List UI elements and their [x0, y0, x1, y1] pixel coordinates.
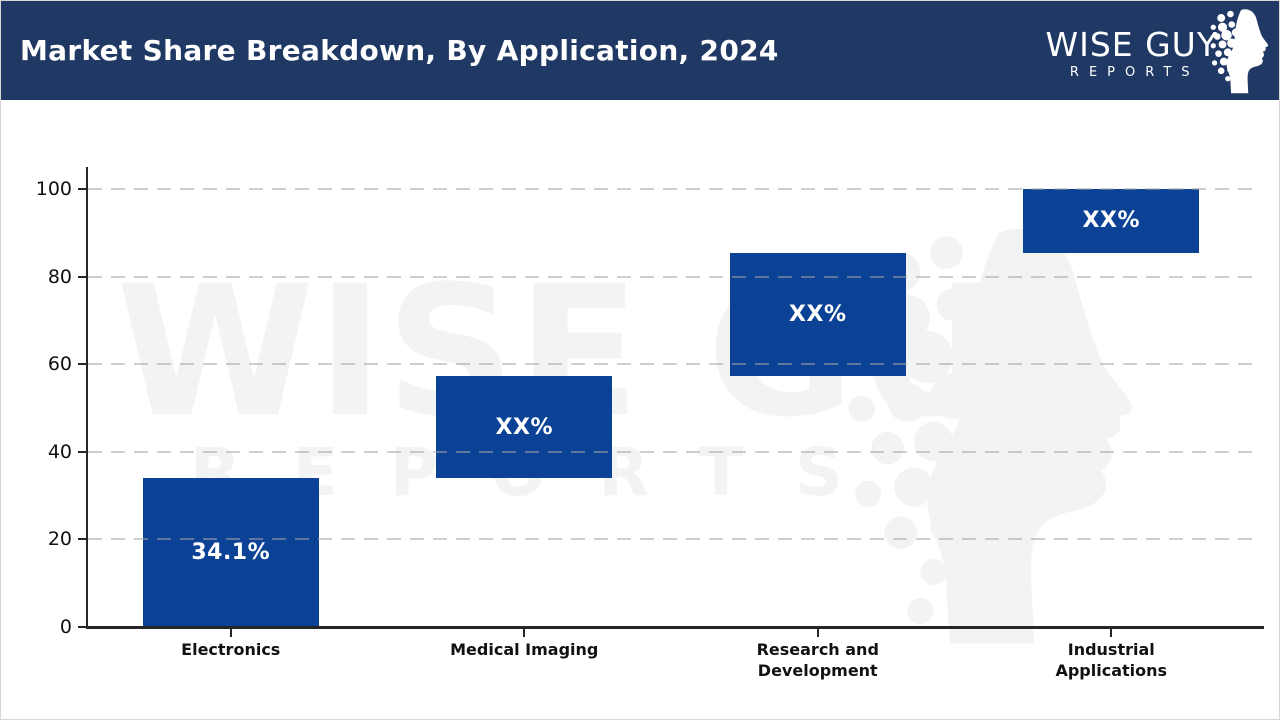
gridline-60	[88, 363, 1260, 366]
y-tick-mark-100	[78, 188, 86, 190]
bar-electronics: 34.1%	[142, 477, 319, 627]
y-tick-label-100: 100	[35, 178, 72, 200]
y-tick-label-0: 0	[59, 616, 72, 638]
y-tick-label-20: 20	[47, 528, 72, 551]
y-tick-label-40: 40	[47, 440, 72, 463]
x-tick-mark-electronics	[229, 629, 232, 637]
category-label-medical-imaging: Medical Imaging	[450, 640, 599, 659]
category-label-electronics: Electronics	[181, 640, 281, 659]
gridline-80	[88, 275, 1260, 278]
bar-industrial-applications: XX%	[1023, 189, 1200, 253]
y-tick-mark-0	[78, 626, 86, 628]
brand-logo-text: WISE GUY REPORTS	[1045, 28, 1218, 80]
gridline-40	[88, 450, 1260, 453]
header-bar: Market Share Breakdown, By Application, …	[0, 0, 1280, 100]
head-profile-icon	[1210, 9, 1269, 94]
gridline-20	[88, 538, 1260, 541]
bar-value-label-medical-imaging: XX%	[495, 414, 553, 440]
y-tick-label-80: 80	[47, 265, 72, 288]
x-tick-mark-research-and-development	[816, 629, 819, 637]
y-tick-mark-40	[78, 450, 86, 453]
category-label-research-and-development: Research and Development	[756, 640, 879, 680]
bar-medical-imaging: XX%	[436, 376, 613, 478]
brand-name: WISE GUY	[1045, 25, 1218, 65]
bar-value-label-industrial-applications: XX%	[1082, 208, 1140, 234]
x-tick-mark-industrial-applications	[1110, 629, 1113, 637]
page-title: Market Share Breakdown, By Application, …	[20, 34, 779, 67]
y-tick-label-60: 60	[47, 353, 72, 376]
y-axis-line	[86, 167, 88, 628]
x-axis-line	[86, 626, 1264, 629]
brand-subname: REPORTS	[1069, 64, 1200, 80]
gridline-100	[88, 188, 1260, 190]
brand-logo: WISE GUY REPORTS	[1045, 7, 1274, 95]
x-tick-mark-medical-imaging	[523, 629, 526, 637]
category-label-industrial-applications: Industrial Applications	[1055, 640, 1168, 680]
y-tick-mark-80	[78, 275, 86, 278]
bar-research-and-development: XX%	[729, 252, 906, 377]
bar-value-label-electronics: 34.1%	[191, 539, 271, 565]
y-tick-mark-60	[78, 363, 86, 366]
y-tick-mark-20	[78, 538, 86, 541]
bar-value-label-research-and-development: XX%	[789, 302, 847, 328]
